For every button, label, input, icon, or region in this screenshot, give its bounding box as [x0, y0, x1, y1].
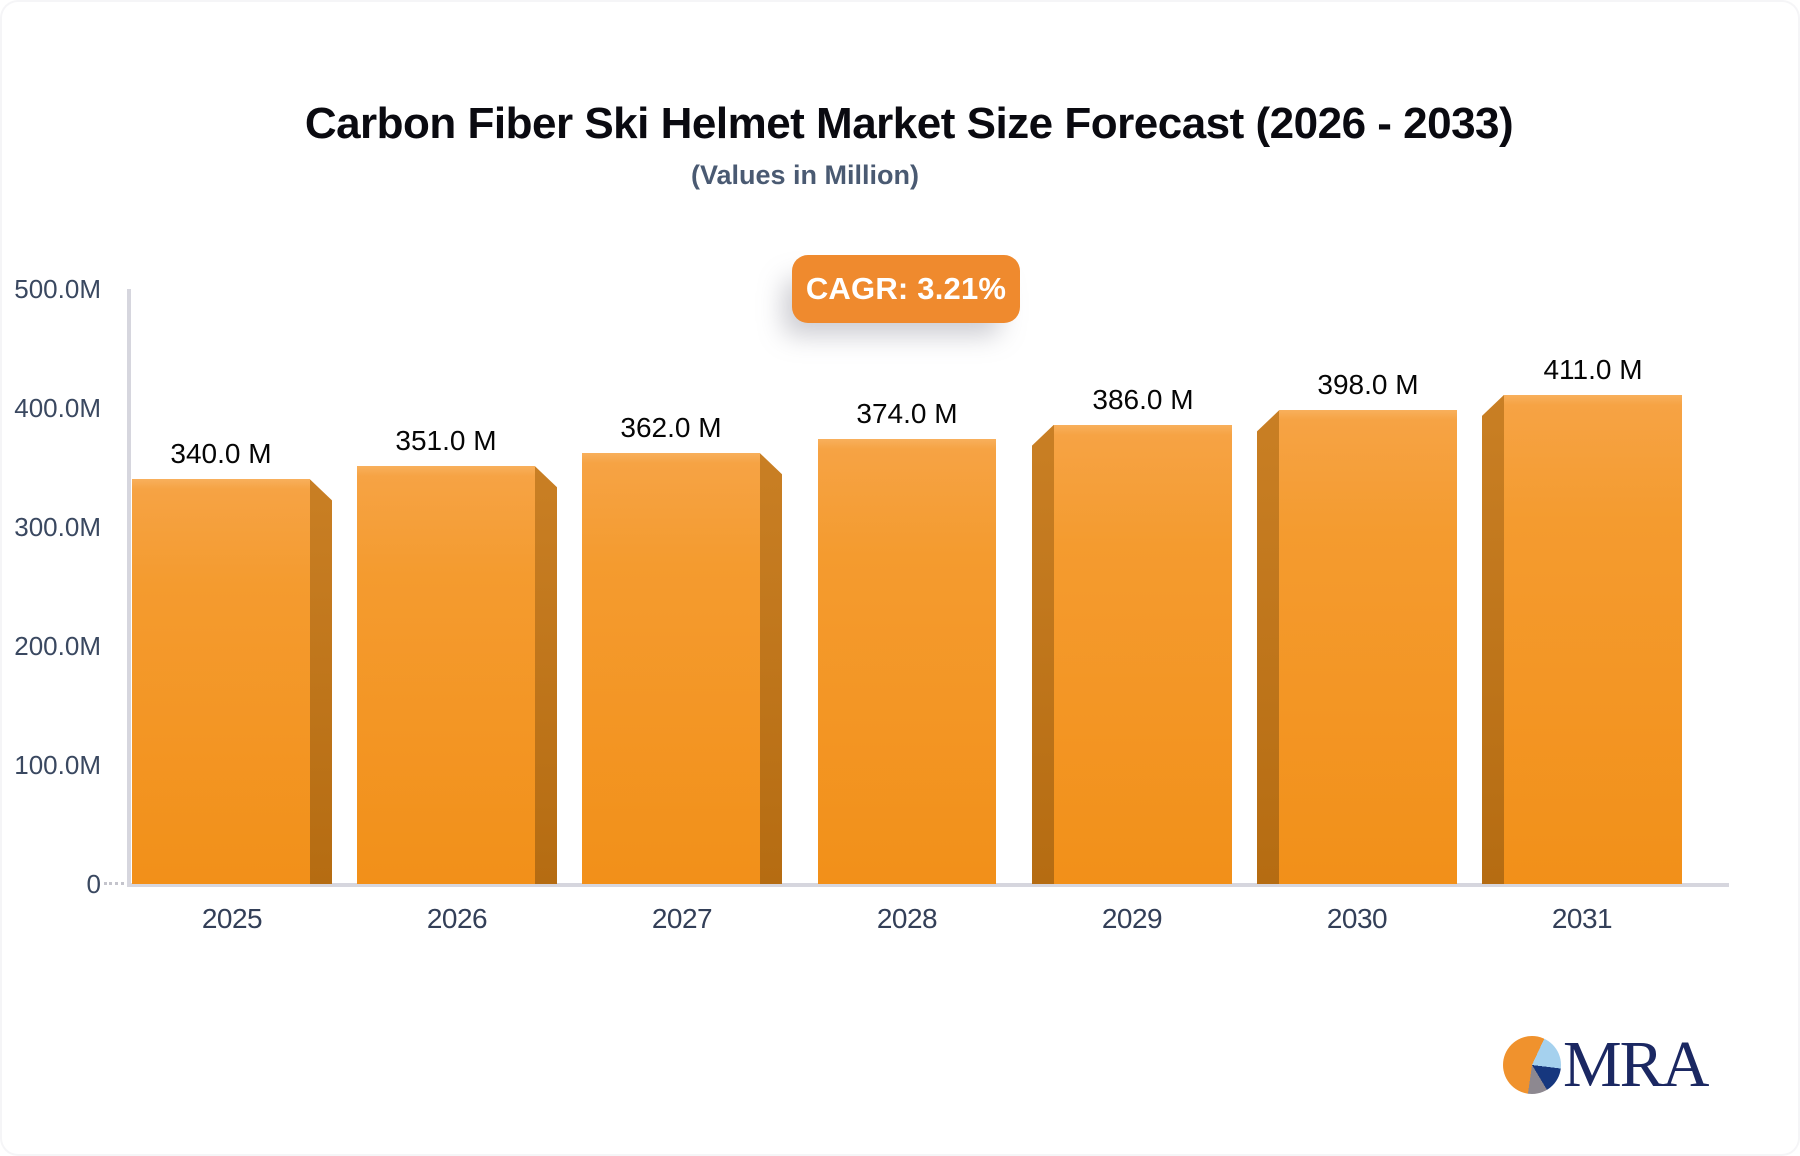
bar-face: [357, 466, 535, 884]
mra-logo-text: MRA: [1563, 1028, 1709, 1101]
x-axis-line: [127, 883, 1729, 887]
bar-3d-side: [310, 479, 332, 884]
bar-2031: 411.0 M: [1482, 354, 1682, 884]
bar-value-label: 398.0 M: [1317, 369, 1419, 401]
bar-2026: 351.0 M: [357, 425, 557, 884]
y-axis-tick-label: 200.0M: [14, 631, 101, 661]
x-axis-tick-label: 2028: [876, 903, 938, 934]
bar-3d-side: [1482, 394, 1504, 884]
bar-2030: 398.0 M: [1257, 369, 1457, 884]
y-axis-line: [127, 289, 131, 887]
chart-subtitle: (Values in Million): [690, 160, 920, 190]
y-axis-tick-label: 300.0M: [14, 512, 101, 542]
bar-value-label: 374.0 M: [856, 397, 958, 429]
cagr-badge-label: CAGR: 3.21%: [805, 271, 1007, 306]
y-axis-tick-label: 400.0M: [14, 393, 101, 423]
cagr-badge: CAGR: 3.21%: [792, 255, 1020, 323]
bar-3d-side: [535, 466, 557, 884]
y-axis-tick-label: 100.0M: [14, 750, 101, 780]
bar-value-label: 362.0 M: [620, 412, 722, 444]
bar-face: [818, 438, 996, 884]
bar-value-label: 351.0 M: [395, 425, 497, 457]
bar-value-label: 386.0 M: [1092, 383, 1194, 415]
y-axis-tick-label: 0: [86, 869, 101, 899]
bar-face: [1504, 394, 1682, 884]
x-axis-tick-label: 2029: [1101, 903, 1163, 934]
x-axis-tick-label: 2026: [426, 903, 488, 934]
bar-3d-side: [1032, 424, 1054, 884]
x-axis-tick-label: 2025: [201, 903, 263, 934]
bar-3d-side: [1257, 410, 1279, 884]
x-axis-tick-label: 2030: [1326, 903, 1388, 934]
bar-face: [582, 453, 760, 884]
y-axis-tick-label: 500.0M: [14, 274, 101, 304]
bar-value-label: 340.0 M: [170, 438, 272, 470]
bar-2028: 374.0 M: [807, 398, 1007, 884]
x-axis-tick-label: 2031: [1551, 903, 1613, 934]
bar-2025: 340.0 M: [132, 438, 332, 884]
bar-value-label: 411.0 M: [1543, 353, 1643, 385]
mra-logo: MRA: [1503, 1028, 1709, 1101]
bar-face: [132, 479, 310, 884]
mra-pie-icon: [1503, 1036, 1561, 1094]
chart-title: Carbon Fiber Ski Helmet Market Size Fore…: [304, 99, 1514, 148]
x-axis-tick-label: 2027: [651, 903, 713, 934]
bar-2029: 386.0 M: [1032, 384, 1232, 884]
bar-3d-side: [760, 453, 782, 884]
zero-tick-mark: [104, 882, 124, 885]
bar-face: [1279, 410, 1457, 884]
bar-face: [1054, 424, 1232, 884]
bar-2027: 362.0 M: [582, 412, 782, 884]
